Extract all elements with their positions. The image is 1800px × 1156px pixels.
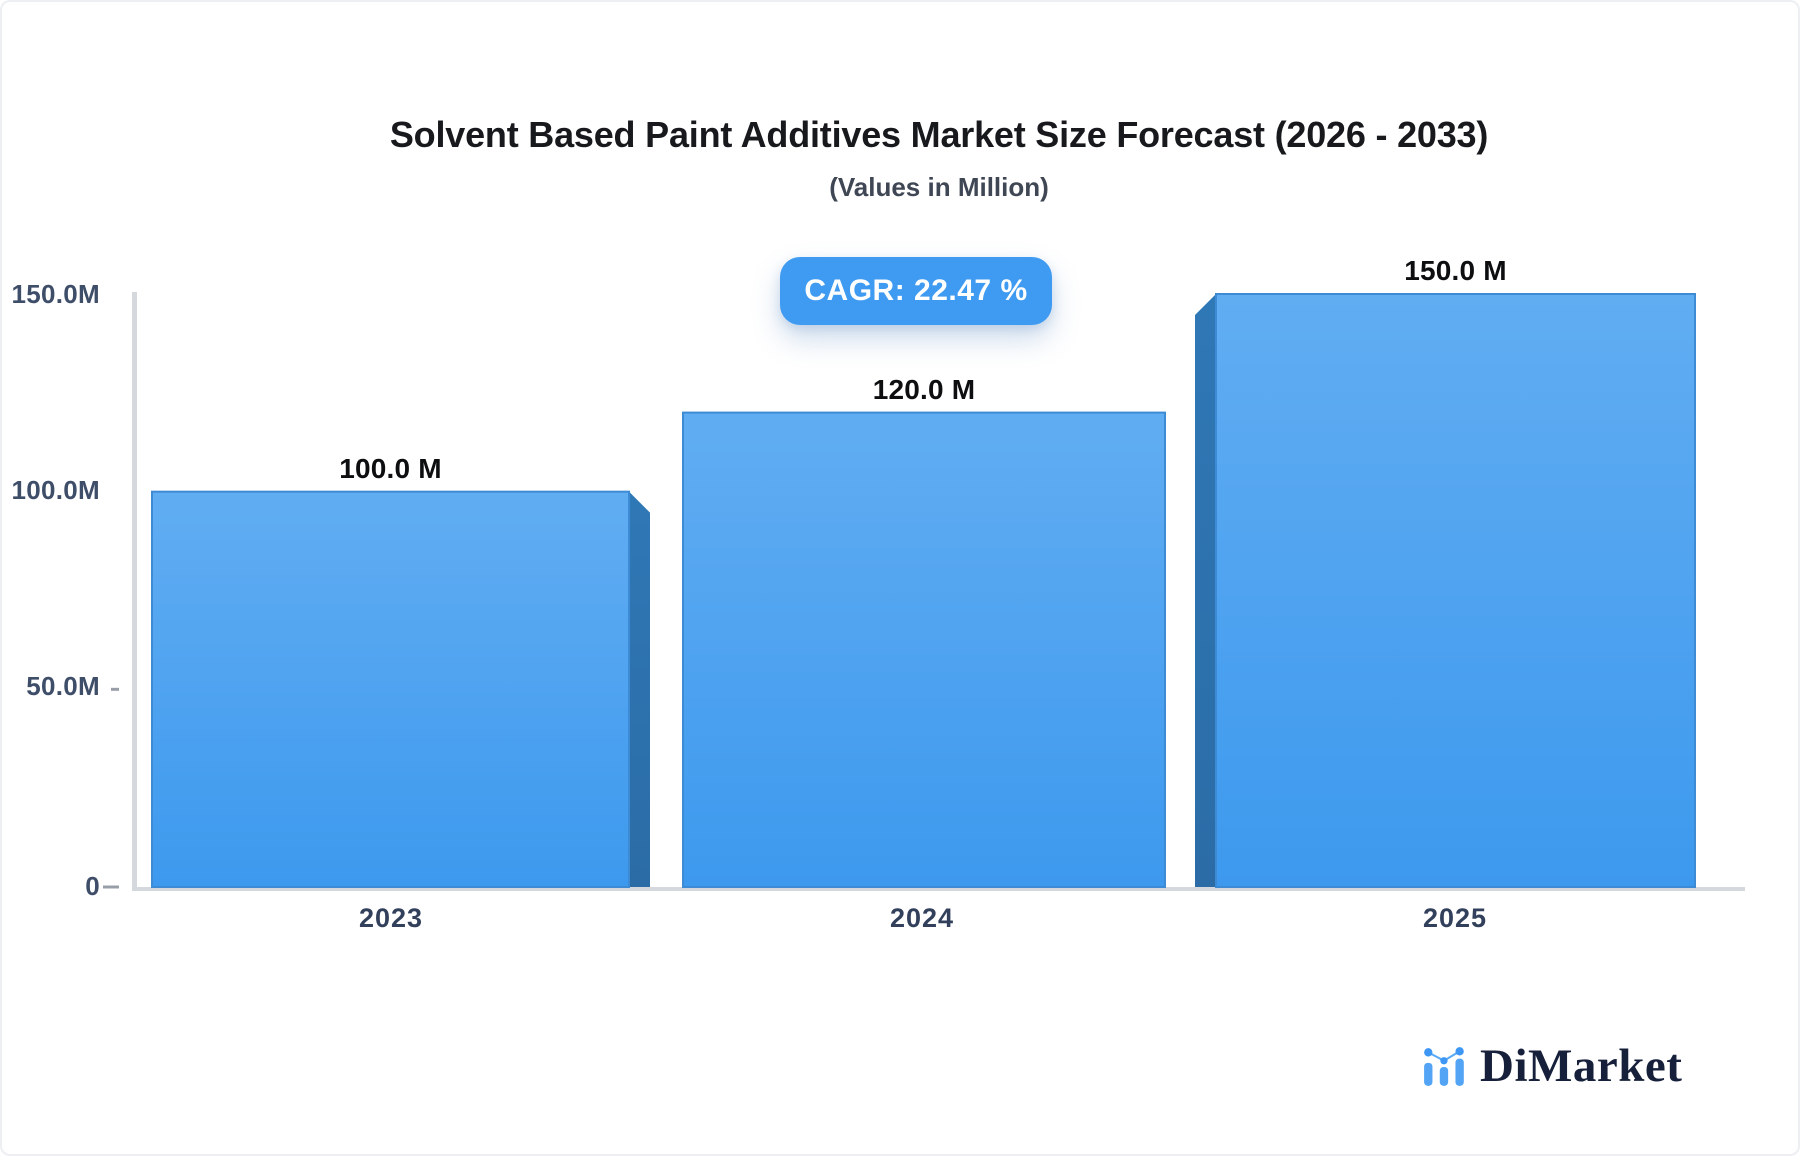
y-axis-tick-label: 0 xyxy=(85,871,100,901)
bar-3d-side xyxy=(629,491,650,887)
bar-value-label: 100.0 M xyxy=(339,452,442,484)
cagr-badge: CAGR: 22.47 % xyxy=(780,257,1052,325)
x-axis-label: 2025 xyxy=(1422,903,1488,933)
x-axis-label: 2024 xyxy=(889,903,955,933)
y-axis-tick-label: 100.0M xyxy=(11,475,100,505)
y-axis-tick xyxy=(111,687,119,691)
brand-logo: DiMarket xyxy=(1422,1040,1683,1092)
bar xyxy=(151,490,630,888)
x-axis-label: 2023 xyxy=(358,903,424,933)
chart-title: Solvent Based Paint Additives Market Siz… xyxy=(389,114,1489,155)
bar xyxy=(1215,293,1696,888)
cagr-badge-label: CAGR: 22.47 % xyxy=(804,274,1028,307)
bar-3d-side xyxy=(1195,294,1216,887)
y-axis-tick-label: 50.0M xyxy=(26,671,100,701)
bar-line-chart-icon xyxy=(1424,1047,1464,1086)
bar-value-label: 120.0 M xyxy=(872,373,976,405)
brand-name: DiMarket xyxy=(1480,1040,1683,1092)
y-axis-line xyxy=(132,292,137,891)
y-axis-tick-label: 150.0M xyxy=(11,279,100,309)
bar-value-label: 150.0 M xyxy=(1404,255,1507,286)
x-axis-line xyxy=(132,887,1745,891)
bar xyxy=(682,411,1166,888)
chart-subtitle: (Values in Million) xyxy=(829,172,1049,202)
y-axis-tick xyxy=(103,885,119,889)
